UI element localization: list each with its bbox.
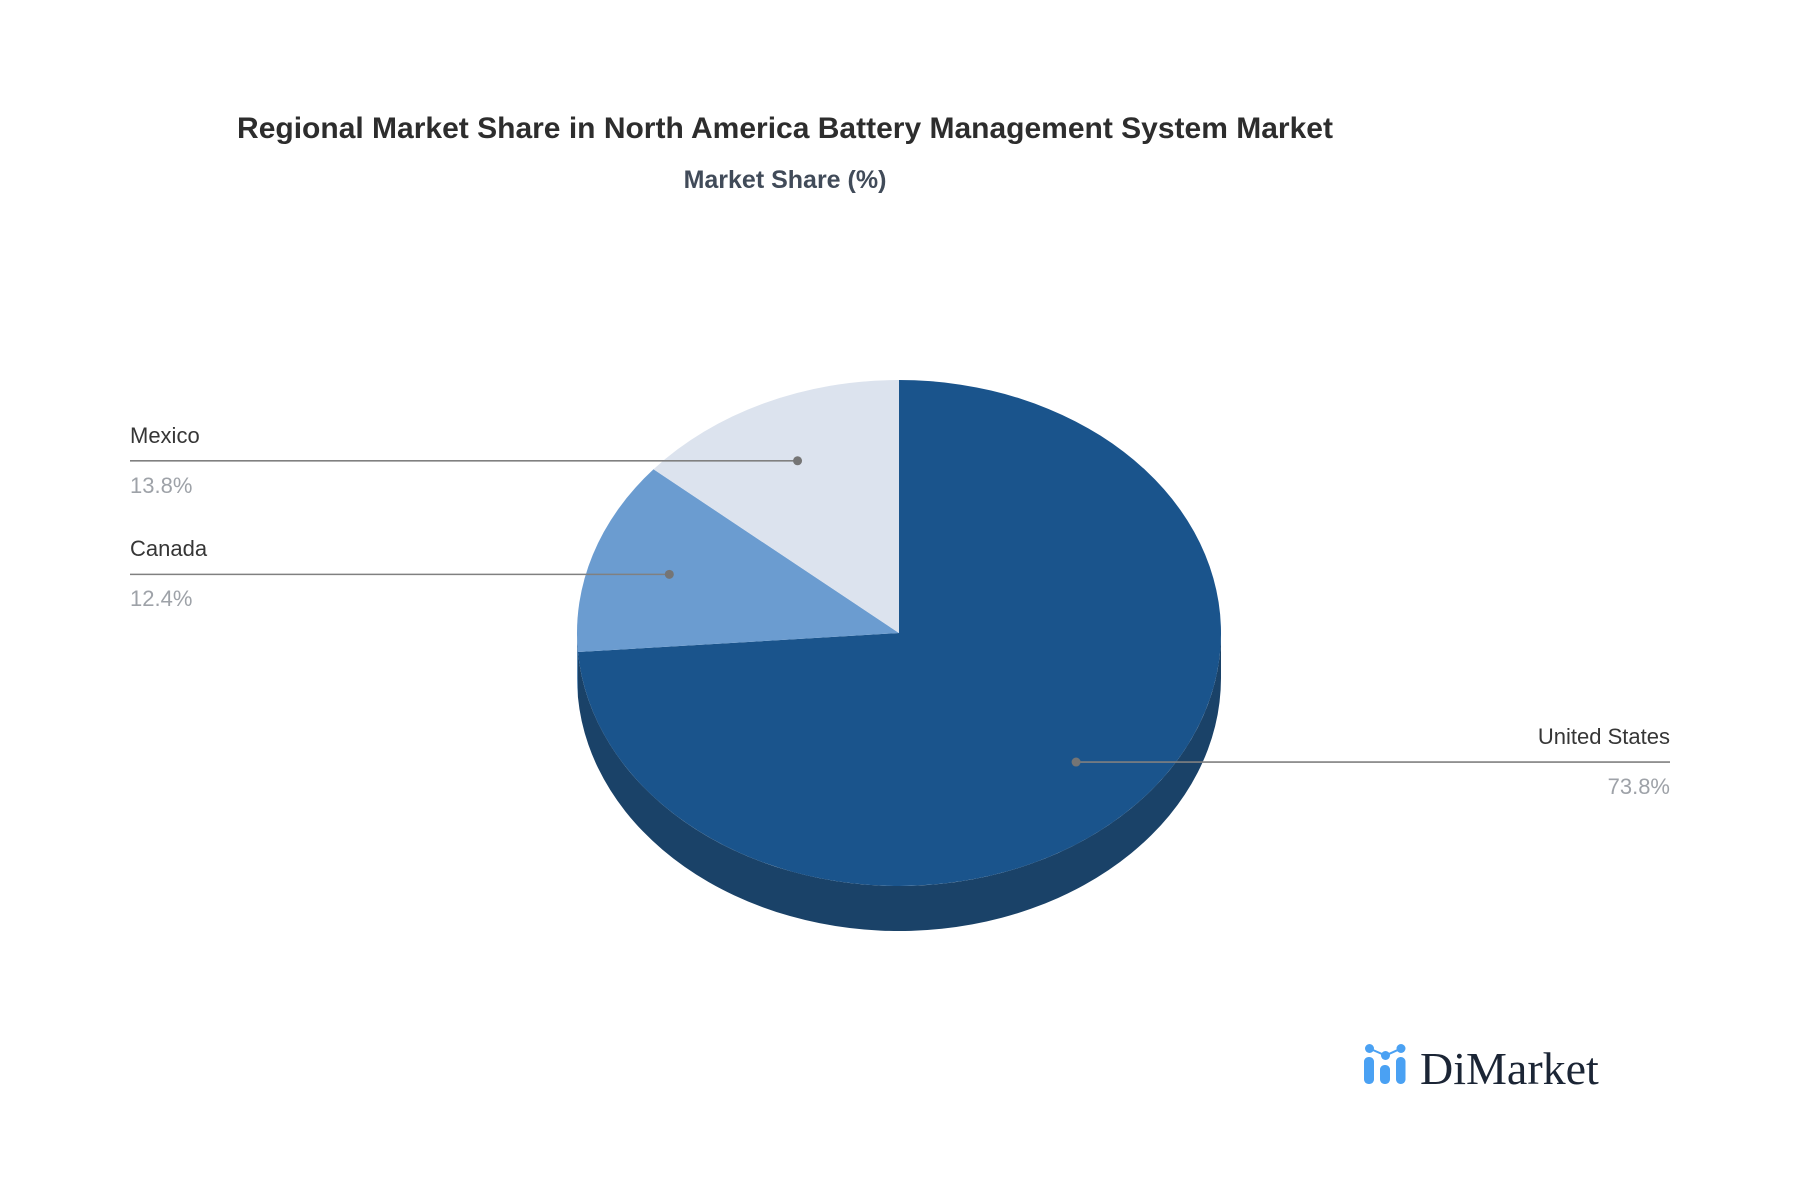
callout-value-mexico: 13.8% — [130, 472, 193, 498]
pie-slice-mexico[interactable] — [653, 380, 899, 633]
callout-label-canada: Canada — [130, 536, 208, 562]
dimarket-logo-text: DiMarket — [1420, 1043, 1599, 1094]
chart-title: Regional Market Share in North America B… — [237, 112, 1333, 145]
pie-slice-canada[interactable] — [577, 469, 899, 653]
pie-slice-side-united-states — [577, 633, 1221, 931]
dimarket-logo: DiMarket — [1360, 1040, 1599, 1098]
callout-value-canada: 12.4% — [130, 586, 193, 612]
dimarket-logo-icon — [1364, 1044, 1406, 1084]
callout-value-united-states: 73.8% — [1607, 774, 1670, 800]
callout-dot-canada — [664, 569, 674, 579]
callout-dot-united-states — [1071, 757, 1081, 767]
callout-label-mexico: Mexico — [130, 422, 200, 448]
pie-slice-side-canada — [577, 633, 578, 698]
callout-label-united-states: United States — [1537, 724, 1670, 750]
chart-subtitle: Market Share (%) — [683, 166, 887, 194]
pie-slice-united-states[interactable] — [577, 380, 1221, 886]
callout-dot-mexico — [793, 456, 803, 466]
